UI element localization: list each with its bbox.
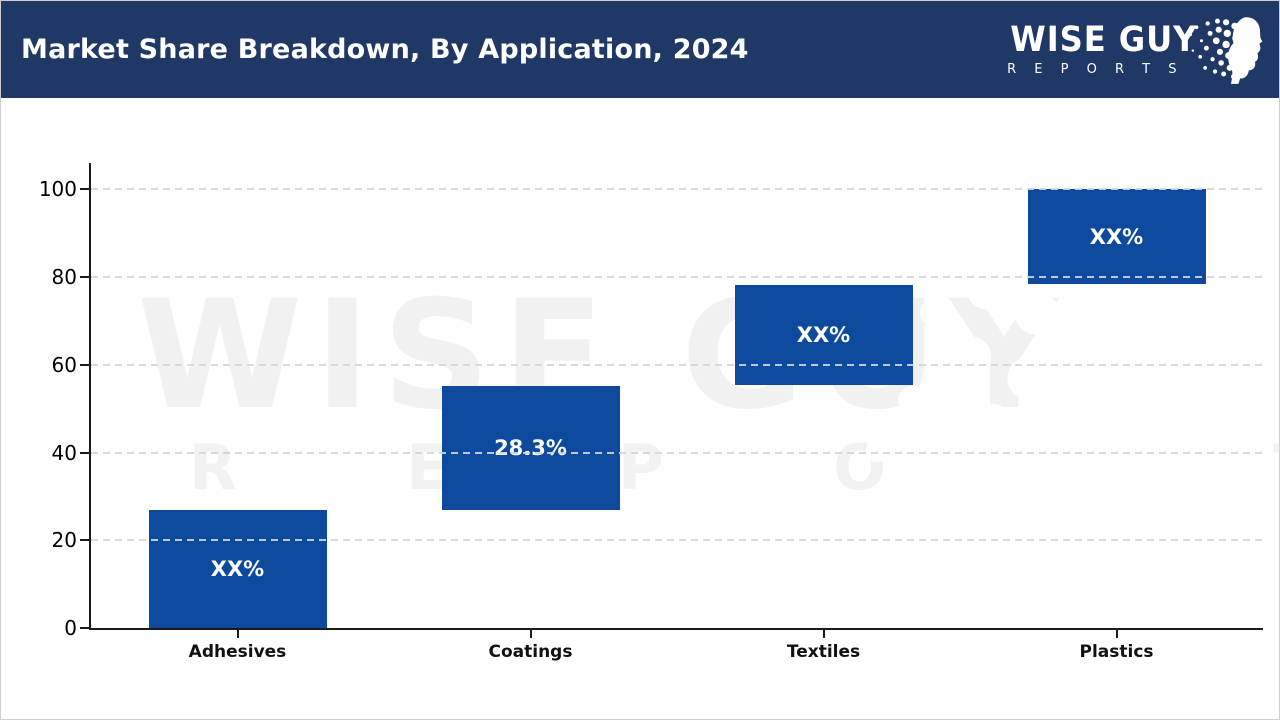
x-axis-tick (236, 630, 239, 638)
y-axis-tick-label: 100 (38, 177, 77, 202)
y-axis-tick (80, 451, 89, 454)
x-axis-tick-label: Adhesives (188, 642, 287, 662)
x-axis-tick-label: Textiles (786, 642, 861, 662)
logo-line1: WISE GUY (1009, 20, 1197, 60)
gridline (91, 363, 1263, 366)
y-axis-tick-label: 40 (51, 440, 77, 465)
bar-value-label: XX% (796, 322, 851, 347)
bar: XX% (148, 509, 327, 628)
x-axis-tick-label: Coatings (488, 642, 573, 662)
y-axis-tick-label: 80 (51, 265, 77, 290)
wiseguy-logo: WISE GUY R E P O R T S (994, 7, 1263, 93)
x-axis-tick (529, 630, 532, 638)
bar: 28.3% (441, 386, 620, 511)
y-axis-tick (80, 627, 89, 629)
y-axis-tick (80, 188, 89, 191)
bar: XX% (1027, 189, 1206, 285)
gridline (91, 188, 1263, 191)
plot-area: 0 20 40 60 80 100 XX% Adhesives 28.3% Coatings XX%… (39, 163, 1263, 662)
y-axis-tick-label: 20 (51, 528, 77, 553)
gridline (91, 276, 1263, 279)
y-axis-tick-label: 60 (51, 352, 77, 377)
logo-line2: R E P O R T S (1007, 62, 1184, 77)
y-axis-tick (80, 539, 89, 542)
bar-value-label: XX% (210, 556, 265, 581)
x-axis-tick (822, 630, 825, 638)
x-axis-tick-label: Plastics (1079, 642, 1154, 662)
gridline (91, 451, 1263, 454)
header-bar: Market Share Breakdown, By Application, … (1, 1, 1279, 98)
y-axis-tick (80, 276, 89, 279)
gridline (91, 539, 1263, 542)
bar-value-label: XX% (1089, 224, 1144, 249)
logo-text: WISE GUY R E P O R T S (994, 20, 1197, 77)
y-axis-tick-label: 0 (64, 616, 77, 640)
bar-value-label: 28.3% (494, 436, 567, 461)
x-axis-tick (1115, 630, 1118, 638)
page-title: Market Share Breakdown, By Application, … (21, 34, 749, 65)
bar: XX% (734, 284, 913, 385)
y-axis-tick (80, 363, 89, 366)
wiseguy-head-icon (1188, 16, 1263, 84)
